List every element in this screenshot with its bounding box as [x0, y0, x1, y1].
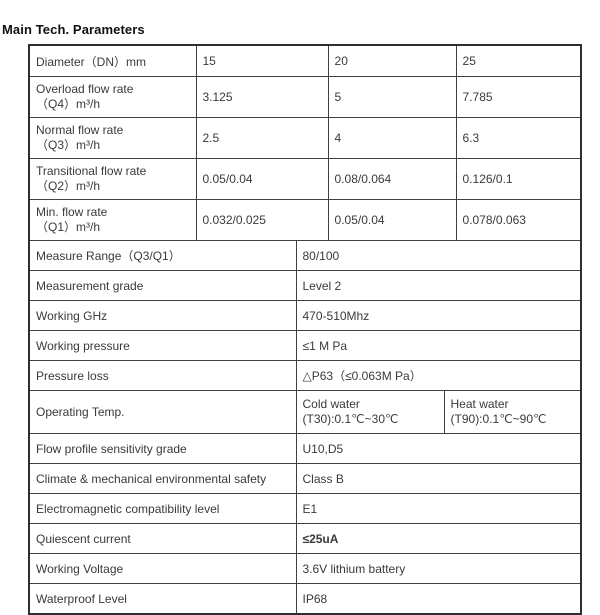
param-value-cell: U10,D5 [295, 433, 582, 464]
param-label-cell: Overload flow rate （Q4）m³/h [28, 76, 197, 118]
table-row-electromagnetic: Electromagnetic compatibility level E1 [28, 493, 582, 524]
table-row-climate-safety: Climate & mechanical environmental safet… [28, 463, 582, 494]
table-row-measurement-grade: Measurement grade Level 2 [28, 270, 582, 301]
param-label-line2: （Q2）m³/h [36, 179, 101, 193]
diameter-20-cell: 20 [327, 44, 457, 77]
tech-parameters-table: Diameter（DN）mm 15 20 25 Overload flow ra… [28, 44, 583, 615]
param-label-line2: （Q3）m³/h [36, 138, 101, 152]
param-value-cell: 0.078/0.063 [455, 199, 582, 241]
table-row-quiescent-current: Quiescent current ≤25uA [28, 523, 582, 554]
param-value-cell: 470-510Mhz [295, 300, 582, 331]
table-row-waterproof-level: Waterproof Level IP68 [28, 583, 582, 615]
heat-water-cell: Heat water (T90):0.1℃~90℃ [443, 390, 582, 434]
param-value-cell: E1 [295, 493, 582, 524]
param-label-line1: Min. flow rate [36, 205, 108, 219]
param-value-cell: 0.05/0.04 [195, 158, 329, 200]
table-row-pressure-loss: Pressure loss △P63（≤0.063M Pa） [28, 360, 582, 391]
table-row-working-voltage: Working Voltage 3.6V lithium battery [28, 553, 582, 584]
table-row-diameter: Diameter（DN）mm 15 20 25 [28, 44, 582, 77]
param-value-cell: 0.08/0.064 [327, 158, 457, 200]
param-label-cell: Measurement grade [28, 270, 297, 301]
param-value-cell: Level 2 [295, 270, 582, 301]
param-label-cell: Working GHz [28, 300, 297, 331]
param-label-cell: Flow profile sensitivity grade [28, 433, 297, 464]
param-label-cell: Diameter（DN）mm [28, 44, 197, 77]
param-label-line2: （Q4）m³/h [36, 97, 101, 111]
param-label-cell: Measure Range（Q3/Q1） [28, 240, 297, 271]
param-label-cell: Operating Temp. [28, 390, 297, 434]
param-label-line1: Normal flow rate [36, 123, 124, 137]
diameter-25-cell: 25 [455, 44, 582, 77]
param-value-cell: ≤25uA [295, 523, 582, 554]
table-row-working-ghz: Working GHz 470-510Mhz [28, 300, 582, 331]
param-label-cell: Working pressure [28, 330, 297, 361]
table-row-working-pressure: Working pressure ≤1 M Pa [28, 330, 582, 361]
param-label-cell: Pressure loss [28, 360, 297, 391]
param-value-cell: IP68 [295, 583, 582, 615]
page-title: Main Tech. Parameters [2, 22, 145, 37]
param-value-cell: 4 [327, 117, 457, 159]
param-label-cell: Climate & mechanical environmental safet… [28, 463, 297, 494]
param-value-cell: ≤1 M Pa [295, 330, 582, 361]
param-label-cell: Electromagnetic compatibility level [28, 493, 297, 524]
param-label-cell: Normal flow rate （Q3）m³/h [28, 117, 197, 159]
param-value-cell: 5 [327, 76, 457, 118]
param-value-cell: 7.785 [455, 76, 582, 118]
heat-water-line1: Heat water [450, 397, 509, 411]
cold-water-cell: Cold water (T30):0.1℃~30℃ [295, 390, 445, 434]
heat-water-line2: (T90):0.1℃~90℃ [450, 412, 547, 426]
param-value-cell: Class B [295, 463, 582, 494]
param-label-cell: Transitional flow rate （Q2）m³/h [28, 158, 197, 200]
table-row-overload-flow: Overload flow rate （Q4）m³/h 3.125 5 7.78… [28, 76, 582, 118]
param-label-cell: Min. flow rate （Q1）m³/h [28, 199, 197, 241]
param-label-cell: Quiescent current [28, 523, 297, 554]
param-value-cell: 3.125 [195, 76, 329, 118]
param-label-line1: Overload flow rate [36, 82, 134, 96]
diameter-15-cell: 15 [195, 44, 329, 77]
param-value-cell: 6.3 [455, 117, 582, 159]
table-row-min-flow: Min. flow rate （Q1）m³/h 0.032/0.025 0.05… [28, 199, 582, 241]
table-row-flow-profile: Flow profile sensitivity grade U10,D5 [28, 433, 582, 464]
param-value-cell: 0.05/0.04 [327, 199, 457, 241]
table-row-transitional-flow: Transitional flow rate （Q2）m³/h 0.05/0.0… [28, 158, 582, 200]
param-label-line1: Transitional flow rate [36, 164, 147, 178]
param-label-line2: （Q1）m³/h [36, 220, 101, 234]
param-value-cell: 2.5 [195, 117, 329, 159]
param-value-cell: 80/100 [295, 240, 582, 271]
cold-water-line1: Cold water [302, 397, 360, 411]
table-row-normal-flow: Normal flow rate （Q3）m³/h 2.5 4 6.3 [28, 117, 582, 159]
param-value-cell: 0.126/0.1 [455, 158, 582, 200]
table-row-operating-temp: Operating Temp. Cold water (T30):0.1℃~30… [28, 390, 582, 434]
param-label-cell: Working Voltage [28, 553, 297, 584]
param-value-cell: △P63（≤0.063M Pa） [295, 360, 582, 391]
param-value-cell: 3.6V lithium battery [295, 553, 582, 584]
table-row-measure-range: Measure Range（Q3/Q1） 80/100 [28, 240, 582, 271]
cold-water-line2: (T30):0.1℃~30℃ [302, 412, 399, 426]
param-value-cell: 0.032/0.025 [195, 199, 329, 241]
param-label-cell: Waterproof Level [28, 583, 297, 615]
